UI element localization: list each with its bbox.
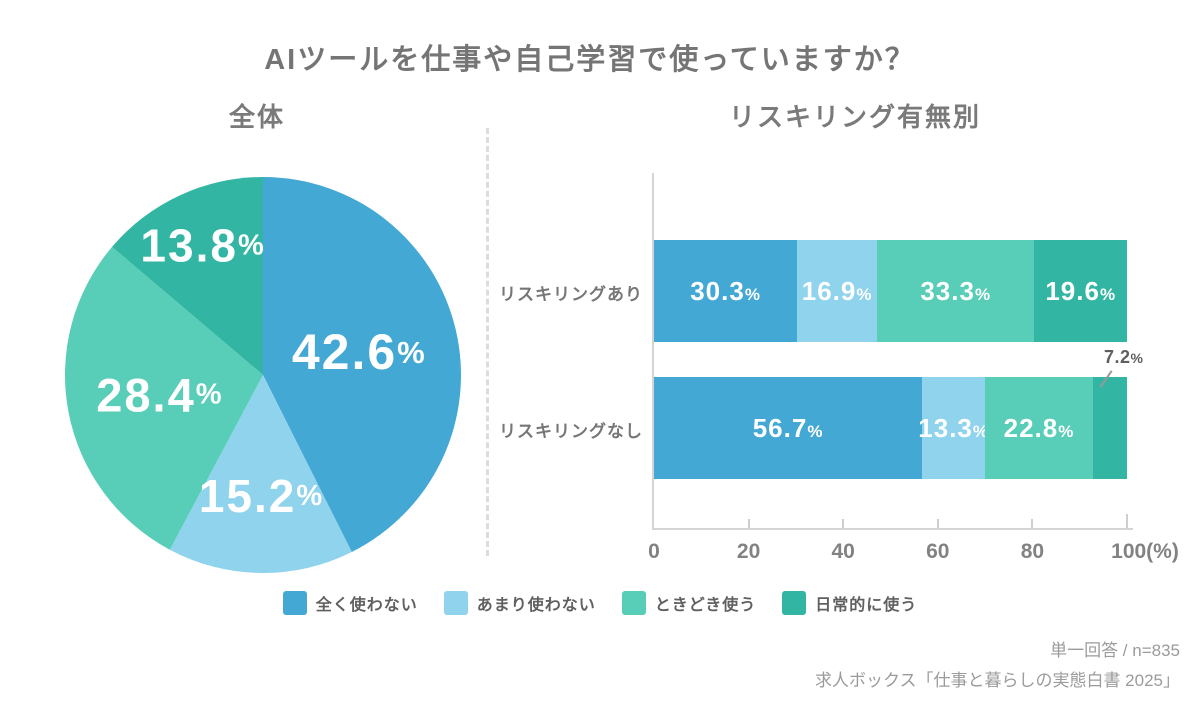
legend-item-0: 全く使わない: [282, 591, 418, 615]
bar-value-label: 22.8%: [1003, 412, 1075, 443]
legend-swatch-icon: [282, 591, 307, 615]
source-note-line2: 求人ボックス「仕事と暮らしの実態白書 2025」: [814, 671, 1180, 690]
legend: 全く使わない あまり使わない ときどき使う 日常的に使う: [0, 591, 1200, 615]
pie-chart: 42.6% 15.2% 28.4% 13.8%: [65, 177, 461, 573]
x-axis-tick: [842, 519, 845, 528]
x-axis-tick-label: 0: [648, 540, 660, 563]
legend-item-1: あまり使わない: [443, 591, 596, 615]
legend-swatch-icon: [443, 591, 468, 615]
x-axis-tick-label: 100(%): [1111, 540, 1179, 563]
pie-value-label-0: 42.6%: [292, 324, 427, 380]
page-title: AIツールを仕事や自己学習で使っていますか？: [264, 44, 916, 76]
legend-swatch-icon: [782, 591, 807, 615]
stacked-bar-chart: 30.3% 16.9% 33.3% 19.6% 56.7% 13.3% 22.8% 0 20…: [648, 173, 1179, 563]
bar-value-label: 13.3%: [918, 412, 990, 443]
pie-value-label-1: 15.2%: [199, 470, 324, 522]
x-axis-tick-label: 60: [926, 540, 950, 563]
bar-value-label: 30.3%: [690, 275, 761, 306]
source-note: 単一回答 / n=835 求人ボックス「仕事と暮らしの実態白書 2025」: [815, 636, 1180, 696]
bar-section-heading: リスキリング有無別: [728, 102, 981, 132]
x-axis-line: [652, 528, 1133, 530]
category-label-reskilling-yes: リスキリングあり: [499, 285, 643, 304]
source-note-line1: 単一回答 / n=835: [1050, 641, 1180, 660]
legend-swatch-icon: [621, 591, 646, 615]
x-axis-tick: [936, 519, 939, 528]
pie-section-heading: 全体: [228, 102, 285, 132]
bar-segment: 16.9%: [797, 240, 878, 342]
bar-segment: 13.3%: [918, 377, 988, 479]
outside-value-label: 7.2%: [1104, 347, 1144, 367]
x-axis-tick: [1031, 519, 1034, 528]
x-axis-tick-label: 40: [831, 540, 855, 563]
legend-label: ときどき使う: [654, 597, 757, 614]
bar-value-label: 33.3%: [920, 275, 992, 306]
bar-segment: 19.6%: [1034, 240, 1128, 342]
bar-row-reskilling-no: 56.7% 13.3% 22.8%: [654, 377, 1127, 479]
pie-slice-3: [112, 177, 263, 375]
bar-segment: 30.3%: [654, 240, 798, 342]
category-label-reskilling-no: リスキリングなし: [499, 422, 643, 441]
bar-row-reskilling-yes: 30.3% 16.9% 33.3% 19.6%: [654, 240, 1128, 342]
pie-value-label-2: 28.4%: [96, 368, 223, 421]
legend-label: 全く使わない: [315, 597, 418, 614]
legend-item-3: 日常的に使う: [782, 591, 917, 615]
pie-value-label-3: 13.8%: [140, 220, 265, 272]
x-axis-tick: [747, 519, 750, 528]
bar-value-label: 19.6%: [1045, 275, 1117, 306]
bar-segment: 56.7%: [654, 377, 923, 479]
section-divider-dashed-line: [486, 128, 489, 556]
x-axis-tick-label: 20: [736, 540, 761, 563]
pie-slice-1: [169, 375, 352, 573]
bar-segment: 33.3%: [877, 240, 1035, 342]
bar-segment: 22.8%: [985, 377, 1093, 479]
bar-value-label: 56.7%: [752, 412, 824, 443]
bar-segment: [1092, 377, 1127, 479]
bar-value-label: 16.9%: [801, 275, 873, 306]
x-axis-tick-label: 80: [1020, 540, 1045, 563]
x-axis-tick: [1126, 514, 1128, 528]
legend-label: あまり使わない: [476, 597, 596, 614]
pie-slice-0: [263, 177, 461, 552]
pie-slice-2: [65, 246, 263, 550]
y-axis-line: [652, 173, 654, 528]
legend-label: 日常的に使う: [815, 597, 918, 614]
legend-item-2: ときどき使う: [621, 591, 757, 615]
